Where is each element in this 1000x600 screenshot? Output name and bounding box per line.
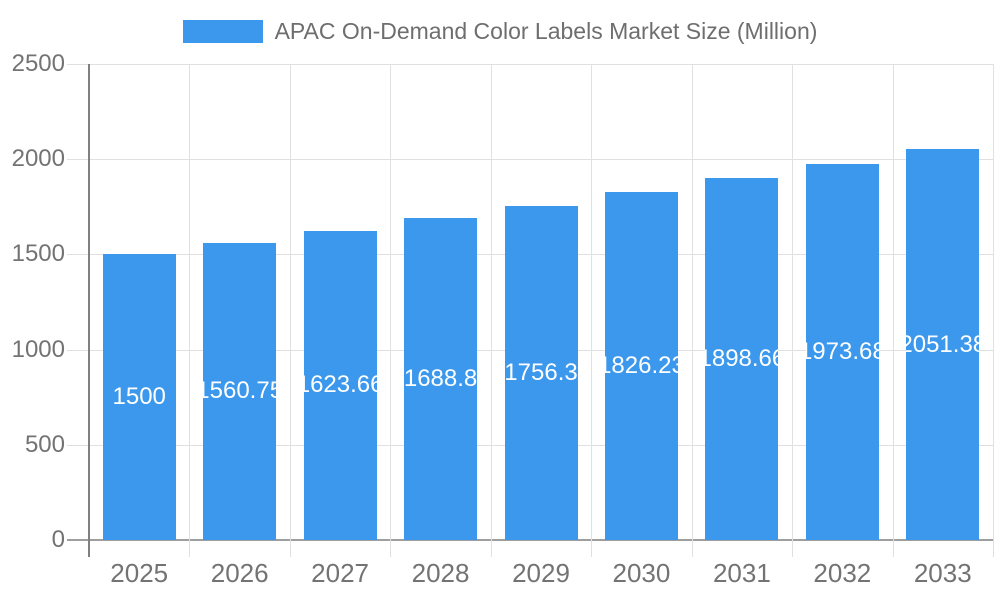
x-axis-label: 2025: [110, 558, 169, 588]
column-gridline: [792, 64, 794, 557]
column-gridline: [993, 64, 994, 557]
bar-2033[interactable]: [906, 149, 980, 540]
y-axis-label: 0: [51, 526, 65, 553]
bar-value-label: 1756.3: [504, 358, 578, 386]
column-gridline: [591, 64, 593, 557]
column-gridline: [289, 64, 291, 557]
legend[interactable]: APAC On-Demand Color Labels Market Size …: [0, 17, 1000, 45]
bar-value-label: 1898.66: [705, 345, 778, 373]
x-axis-label: 2031: [712, 558, 771, 588]
x-axis-label: 2027: [311, 558, 370, 588]
legend-swatch: [182, 19, 263, 43]
column-gridline: [892, 64, 894, 557]
gridline: [67, 159, 993, 161]
bar-2032[interactable]: [805, 164, 879, 540]
x-axis-label: 2028: [411, 558, 470, 588]
bar-value-label: 1688.8: [404, 365, 478, 393]
y-axis-label: 2500: [11, 50, 65, 77]
column-gridline: [490, 64, 492, 557]
x-axis-baseline: [67, 539, 993, 541]
column-gridline: [189, 64, 191, 557]
y-axis-label: 2000: [11, 145, 65, 173]
y-axis-label: 500: [24, 430, 65, 458]
bar-2028[interactable]: [404, 218, 478, 540]
gridline: [67, 64, 993, 65]
y-axis-label: 1500: [11, 240, 65, 268]
bar-2026[interactable]: [203, 242, 277, 540]
bar-2030[interactable]: [604, 192, 678, 540]
column-gridline: [390, 64, 392, 557]
x-axis-label: 2029: [512, 558, 570, 588]
bar-2025[interactable]: [102, 254, 176, 540]
bar-value-label: 1500: [112, 383, 166, 411]
column-gridline: [691, 64, 693, 557]
bar-2031[interactable]: [705, 178, 779, 540]
legend-label: APAC On-Demand Color Labels Market Size …: [274, 17, 818, 44]
x-axis-label: 2030: [612, 558, 671, 588]
bar-value-label: 1826.23: [605, 352, 678, 380]
x-axis-label: 2033: [913, 558, 972, 588]
y-axis-label: 1000: [11, 335, 65, 363]
bar-2027[interactable]: [303, 230, 377, 540]
x-axis-label: 2026: [210, 558, 269, 588]
bar-value-label: 1560.75: [203, 377, 276, 405]
x-axis-label: 2032: [813, 558, 872, 588]
bar-value-label: 1623.66: [304, 371, 377, 399]
bar-2029[interactable]: [504, 205, 578, 540]
y-axis-line: [88, 64, 90, 557]
